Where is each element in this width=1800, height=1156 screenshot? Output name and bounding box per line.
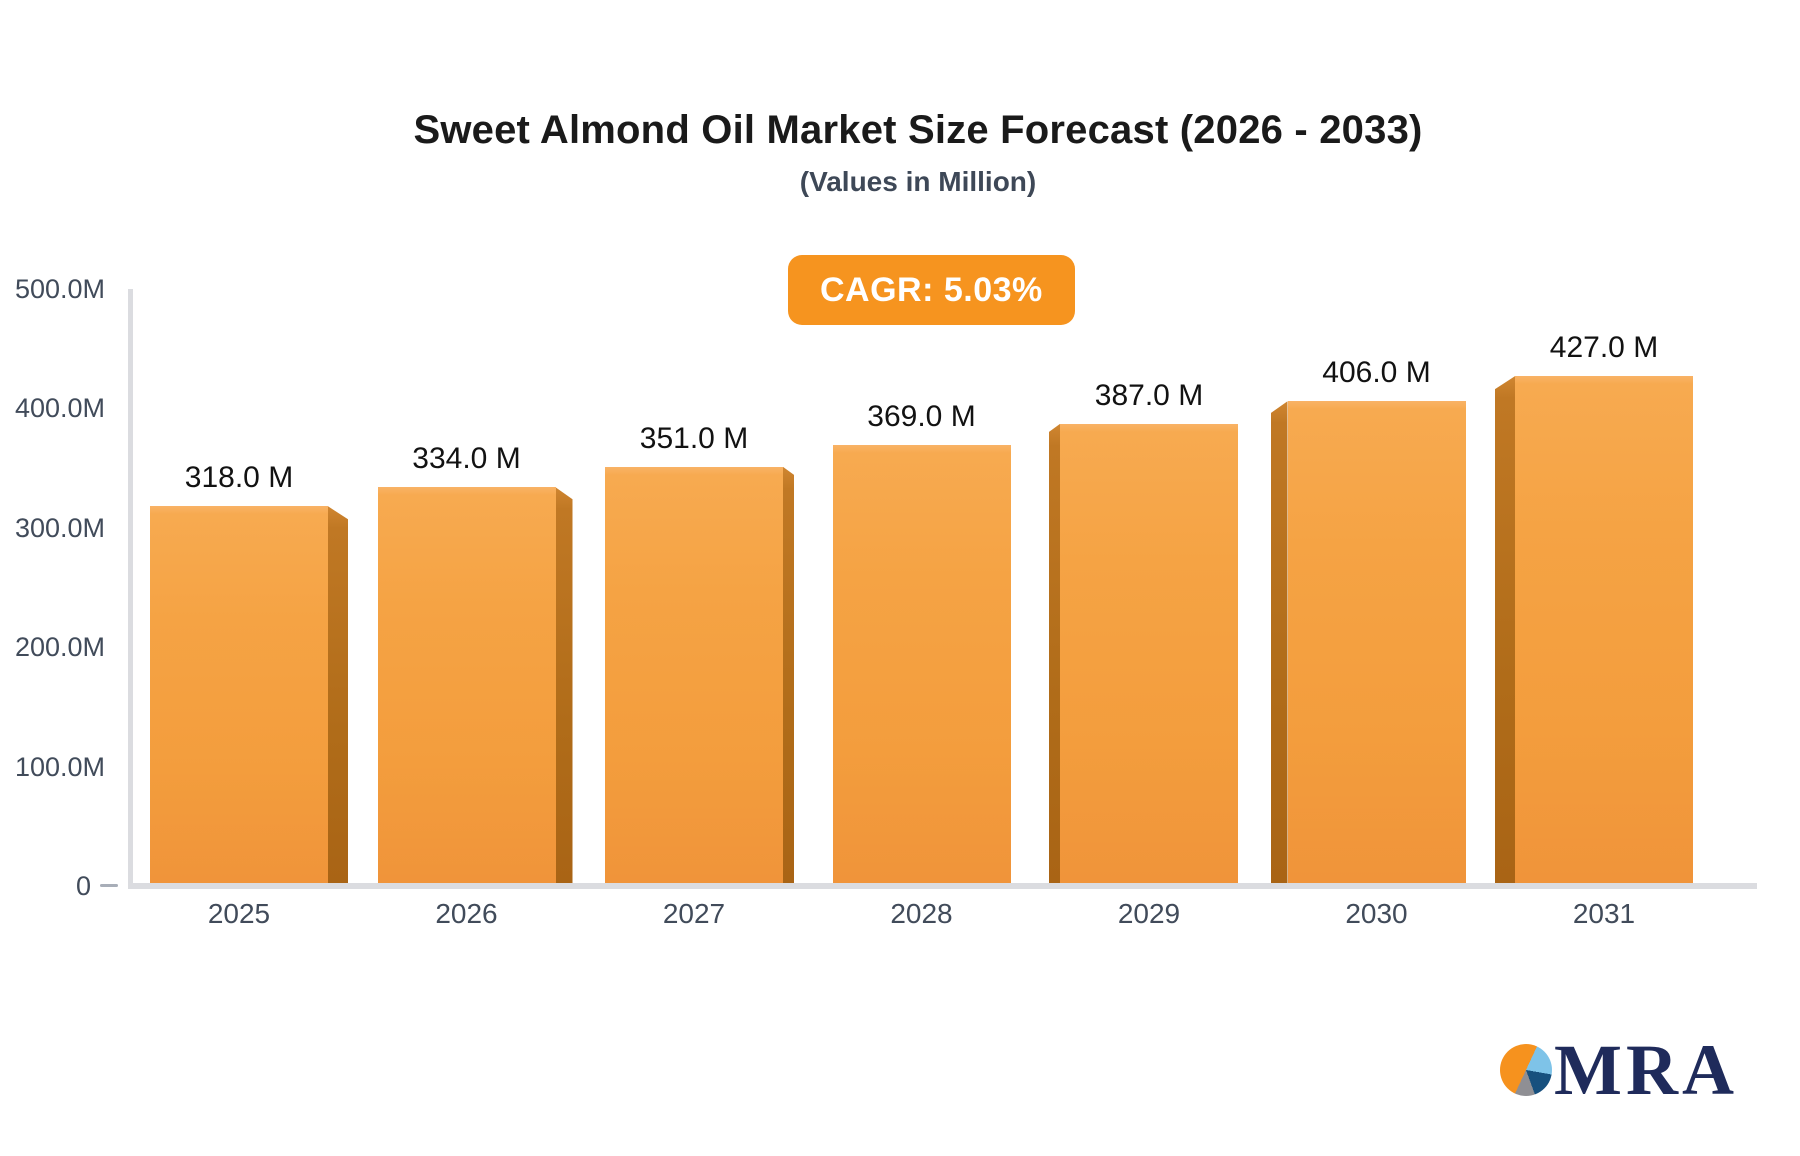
bar-3d-side <box>1049 423 1060 883</box>
bar-3d-side <box>328 506 348 883</box>
bar-value-label: 334.0 M <box>412 442 521 476</box>
bar <box>1287 401 1466 883</box>
bar-value-label: 427.0 M <box>1549 331 1659 365</box>
bar-3d-side <box>555 487 573 883</box>
bar <box>150 506 328 883</box>
bar-3d-side <box>1270 401 1288 883</box>
y-tick-label: 0 <box>75 871 91 901</box>
logo: MRA <box>1500 1030 1738 1110</box>
y-tick-label: 500.0M <box>14 274 105 304</box>
bar-value-label: 351.0 M <box>639 421 749 455</box>
y-tick-label: 200.0M <box>14 632 105 663</box>
bar-value-label: 369.0 M <box>867 400 976 434</box>
chart-title: Sweet Almond Oil Market Size Forecast (2… <box>413 108 1423 152</box>
bar-value-label: 406.0 M <box>1322 356 1431 390</box>
cagr-badge: CAGR: 5.03% <box>788 255 1075 325</box>
y-tick-label: 100.0M <box>14 751 105 782</box>
y-axis-line <box>128 289 133 886</box>
bar-3d-side <box>1495 376 1515 883</box>
bar <box>1515 376 1693 883</box>
x-tick-label: 2027 <box>662 898 726 929</box>
bar <box>1060 423 1238 883</box>
bar-3d-side <box>783 466 794 883</box>
x-tick-label: 2028 <box>890 898 953 929</box>
x-tick-label: 2030 <box>1345 898 1408 929</box>
y-tick-label: 400.0M <box>14 393 105 424</box>
bar-value-label: 318.0 M <box>184 461 294 495</box>
bar <box>832 445 1011 883</box>
y-tick-label: 300.0M <box>14 512 105 543</box>
pie-chart-icon <box>1500 1044 1552 1096</box>
bar-value-label: 387.0 M <box>1094 378 1204 412</box>
bar <box>377 487 556 883</box>
x-tick-label: 2026 <box>435 898 498 929</box>
x-axis-line <box>128 883 1757 889</box>
bar <box>605 466 783 883</box>
logo-text: MRA <box>1554 1030 1738 1110</box>
zero-tick-mark <box>100 884 118 887</box>
x-tick-label: 2031 <box>1572 898 1636 929</box>
chart-subtitle: (Values in Million) <box>799 166 1037 197</box>
x-tick-label: 2029 <box>1117 898 1181 929</box>
x-tick-label: 2025 <box>207 898 271 929</box>
